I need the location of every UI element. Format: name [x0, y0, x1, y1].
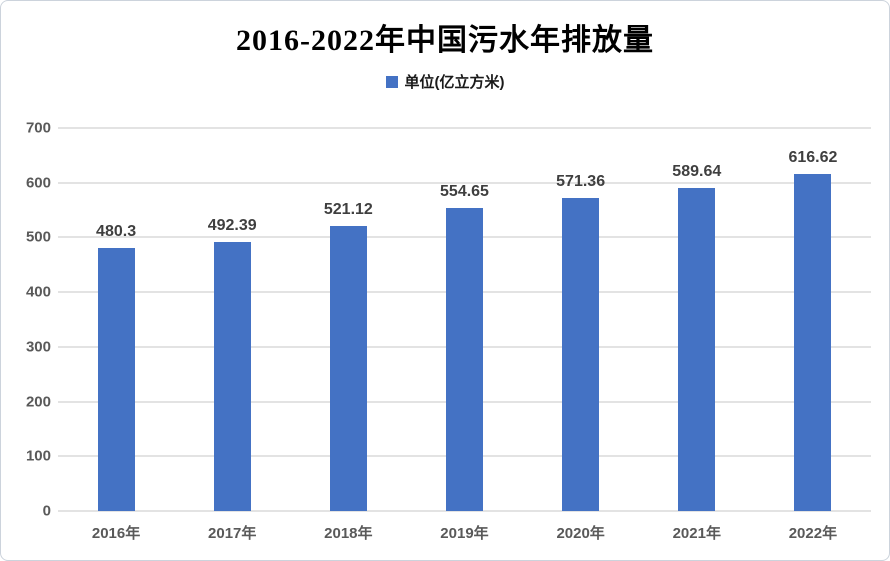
x-tick-label-6: 2021年	[672, 525, 721, 542]
chart-title: 2016-2022年中国污水年排放量	[236, 24, 654, 57]
gridline-700	[58, 127, 871, 129]
legend-marker-icon	[385, 75, 398, 88]
bar-1	[97, 248, 135, 511]
bar-5	[562, 198, 600, 511]
y-tick-label-300: 300	[25, 338, 51, 356]
bar-column-6: 589.64	[639, 128, 755, 511]
bar-6	[678, 188, 716, 511]
bar-column-2: 492.39	[174, 128, 290, 511]
x-tick-label-5: 2020年	[556, 525, 605, 542]
bar-columns: 480.3 492.39 521.12 554.65 571.36 589.64 616.6…	[58, 128, 871, 511]
bar-4	[445, 207, 483, 511]
y-tick-label-400: 400	[25, 283, 51, 301]
y-tick-label-200: 200	[25, 393, 51, 411]
plot-area: 480.3 492.39 521.12 554.65 571.36 589.64 616.6…	[58, 127, 871, 512]
bar-column-1: 480.3	[58, 128, 174, 511]
x-tick-label-2: 2017年	[208, 525, 257, 542]
value-label-1: 480.3	[96, 223, 137, 241]
y-axis-labels: 0 100 200 300 400 500 600 700	[9, 120, 51, 520]
bar-column-7: 616.62	[755, 128, 871, 511]
y-tick-label-500: 500	[25, 228, 51, 246]
bar-2	[213, 241, 251, 511]
x-axis-labels: 2016年 2017年 2018年 2019年 2020年 2021年 2022年	[58, 522, 871, 543]
value-label-4: 554.65	[440, 182, 489, 200]
bar-column-3: 521.12	[290, 128, 406, 511]
x-tick-label-4: 2019年	[440, 525, 489, 542]
gridline-0	[58, 510, 871, 512]
bar-column-5: 571.36	[523, 128, 639, 511]
legend: 单位(亿立方米)	[1, 71, 889, 92]
y-tick-label-0: 0	[42, 502, 51, 520]
y-tick-label-700: 700	[25, 119, 51, 137]
value-label-6: 589.64	[672, 163, 722, 181]
bar-3	[329, 225, 367, 511]
y-tick-label-600: 600	[25, 174, 51, 192]
value-label-5: 571.36	[556, 173, 606, 191]
x-tick-label-7: 2022年	[788, 525, 838, 542]
bar-7	[794, 173, 832, 511]
value-label-3: 521.12	[323, 200, 373, 218]
y-tick-label-100: 100	[25, 447, 51, 465]
gridline-600	[58, 181, 871, 184]
bar-column-4: 554.65	[406, 128, 522, 511]
legend-label: 单位(亿立方米)	[404, 74, 505, 91]
x-tick-label-3: 2018年	[324, 525, 373, 542]
value-label-2: 492.39	[207, 216, 257, 234]
value-label-7: 616.62	[788, 148, 838, 166]
x-tick-label-1: 2016年	[91, 525, 141, 542]
